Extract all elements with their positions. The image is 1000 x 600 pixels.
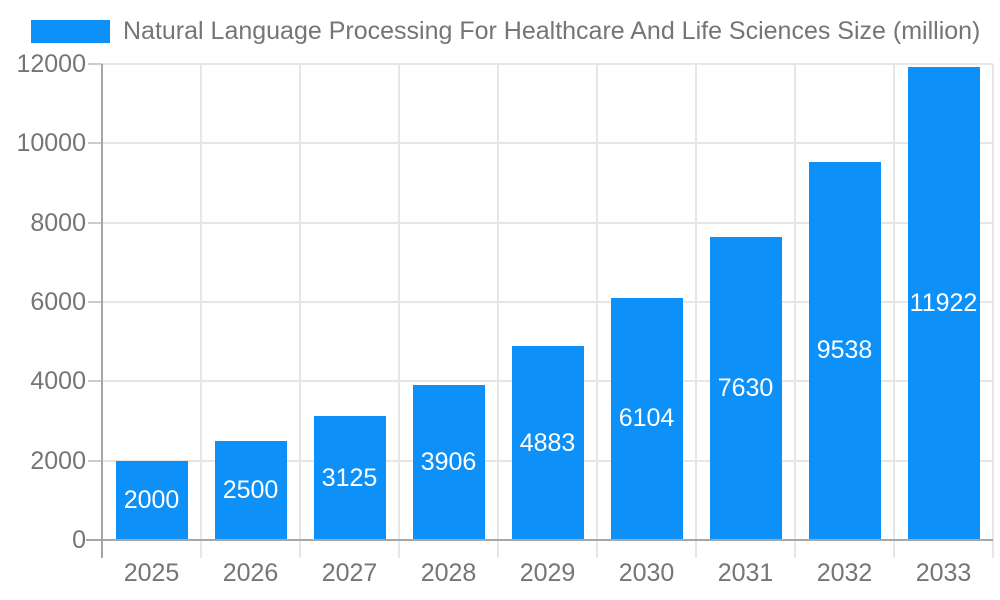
x-axis-tick-label: 2033 [915, 559, 972, 587]
x-axis-tick-label: 2031 [717, 559, 774, 587]
bar-value-label: 9538 [816, 336, 873, 365]
gridline-vertical [893, 64, 895, 558]
y-axis-tick [88, 63, 102, 65]
y-axis-tick [88, 380, 102, 383]
x-axis-tick-label: 2032 [816, 559, 873, 587]
legend-label: Natural Language Processing For Healthca… [123, 17, 981, 45]
y-axis-tick-label: 10000 [16, 129, 86, 158]
bar-value-label: 6104 [618, 404, 675, 433]
bar[interactable]: 9538 [808, 161, 881, 540]
gridline-vertical [497, 64, 499, 558]
y-axis-tick-label: 6000 [30, 288, 86, 316]
y-axis-tick-label: 0 [72, 526, 86, 554]
x-axis-tick-label: 2025 [123, 559, 180, 587]
gridline-horizontal [102, 301, 993, 303]
gridline-horizontal [102, 142, 993, 145]
bar[interactable]: 4883 [511, 346, 584, 540]
gridline-vertical [299, 64, 301, 558]
bar[interactable]: 7630 [709, 237, 782, 540]
bar[interactable]: 2500 [214, 440, 287, 540]
gridline-vertical [398, 64, 400, 558]
y-axis-line [101, 64, 103, 558]
bar-value-label: 11922 [909, 289, 978, 318]
bar-value-label: 4883 [519, 428, 576, 457]
y-axis-tick-label: 4000 [30, 367, 86, 396]
x-axis-tick-label: 2029 [519, 559, 576, 587]
gridline-horizontal [102, 221, 993, 224]
x-axis-tick-label: 2027 [321, 559, 378, 587]
legend-swatch-icon [31, 20, 110, 43]
gridline-vertical [992, 64, 994, 558]
legend-item[interactable]: Natural Language Processing For Healthca… [31, 17, 980, 46]
y-axis-tick-label: 2000 [30, 446, 86, 475]
x-axis-line [86, 539, 993, 541]
bar[interactable]: 3125 [313, 416, 386, 540]
bar[interactable]: 6104 [610, 297, 683, 540]
x-axis-tick-label: 2028 [420, 559, 477, 587]
bar[interactable]: 2000 [115, 460, 188, 540]
bar-value-label: 2500 [222, 475, 279, 504]
x-axis-tick-label: 2030 [618, 559, 675, 587]
y-axis-tick [88, 142, 102, 145]
gridline-vertical [596, 64, 598, 558]
y-axis-tick [88, 459, 102, 462]
bar-value-label: 7630 [717, 374, 774, 403]
bar-value-label: 2000 [123, 485, 180, 514]
y-axis-tick [88, 221, 102, 224]
gridline-vertical [200, 64, 202, 558]
bar-value-label: 3906 [420, 448, 477, 477]
y-axis-tick-label: 8000 [30, 208, 86, 237]
gridline-vertical [695, 64, 697, 558]
y-axis-tick-label: 12000 [16, 50, 86, 78]
bar[interactable]: 11922 [907, 67, 980, 540]
bar-value-label: 3125 [321, 463, 378, 492]
gridline-horizontal [102, 63, 993, 65]
bar[interactable]: 3906 [412, 385, 485, 540]
y-axis-tick [88, 301, 102, 303]
gridline-vertical [794, 64, 796, 558]
x-axis-tick-label: 2026 [222, 559, 279, 587]
